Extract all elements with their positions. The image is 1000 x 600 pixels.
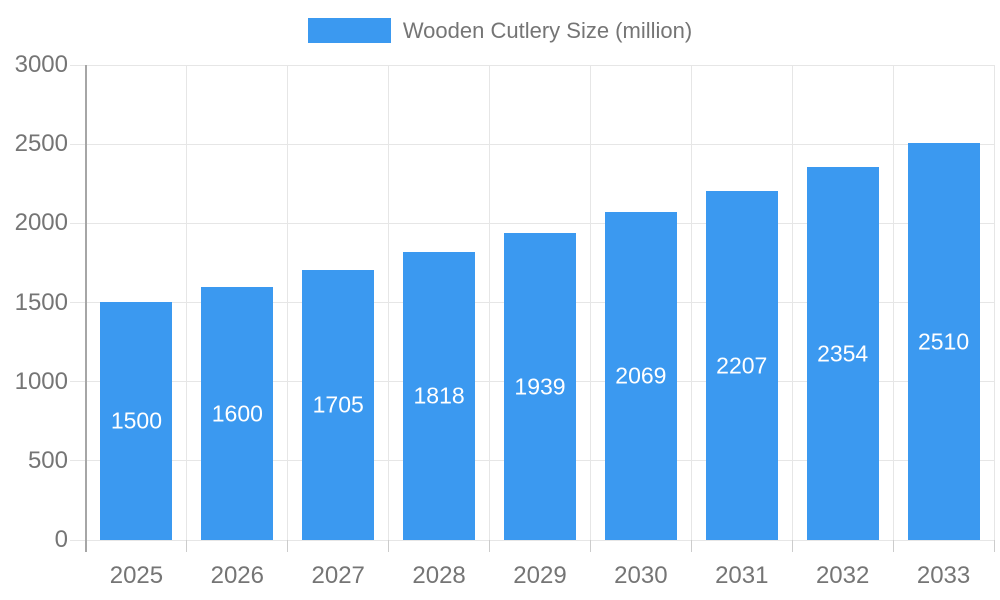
y-axis-tick-label: 3000 <box>14 51 68 78</box>
bar-value-label: 2207 <box>716 352 768 378</box>
x-axis-tick <box>690 540 692 552</box>
x-axis-category-label: 2030 <box>614 562 668 589</box>
y-axis-tick-label: 2000 <box>14 209 68 237</box>
x-gridline <box>388 65 390 540</box>
y-axis-line <box>85 65 87 552</box>
bar[interactable]: 2510 <box>907 143 980 540</box>
x-gridline <box>589 65 591 540</box>
bar[interactable]: 1600 <box>201 287 274 540</box>
bar-value-label: 1500 <box>110 407 163 434</box>
x-gridline <box>791 65 793 540</box>
y-axis-tick-label: 1500 <box>14 288 68 316</box>
x-axis-category-label: 2032 <box>815 562 870 589</box>
bar-value-label: 1600 <box>211 400 263 426</box>
x-axis-tick <box>388 540 390 552</box>
y-gridline <box>70 539 994 541</box>
bar[interactable]: 2069 <box>604 212 677 540</box>
x-gridline <box>186 65 188 540</box>
x-axis-tick <box>186 540 188 552</box>
x-axis-tick <box>791 540 793 552</box>
x-axis-category-label: 2033 <box>916 562 971 589</box>
bar-value-label: 2354 <box>817 340 869 366</box>
x-axis-category-label: 2026 <box>210 562 264 589</box>
x-axis-tick <box>589 540 591 552</box>
x-gridline <box>287 65 289 540</box>
x-axis-category-label: 2025 <box>109 562 164 589</box>
bar-value-label: 2510 <box>917 328 970 354</box>
x-axis-category-label: 2031 <box>715 562 769 589</box>
x-gridline <box>993 65 995 540</box>
bar[interactable]: 2207 <box>705 191 778 540</box>
y-axis-tick-label: 500 <box>27 446 68 474</box>
bar[interactable]: 1939 <box>504 233 576 540</box>
bar-value-label: 1818 <box>413 382 465 409</box>
bar[interactable]: 1500 <box>100 302 173 540</box>
x-axis-category-label: 2027 <box>311 562 365 589</box>
bar-value-label: 1939 <box>514 373 566 399</box>
x-axis-tick <box>993 540 995 552</box>
bar-value-label: 2069 <box>615 362 667 389</box>
x-axis-category-label: 2028 <box>412 562 466 589</box>
bar[interactable]: 1705 <box>302 270 375 540</box>
y-gridline <box>70 64 994 66</box>
x-axis-tick <box>287 540 289 552</box>
legend-swatch <box>307 18 391 43</box>
bar-value-label: 1705 <box>312 391 364 418</box>
legend-label: Wooden Cutlery Size (million) <box>402 18 693 43</box>
x-gridline <box>489 65 491 540</box>
y-gridline <box>70 143 994 145</box>
bar[interactable]: 1818 <box>403 252 476 540</box>
x-axis-tick <box>892 540 894 552</box>
x-gridline <box>690 65 692 540</box>
x-gridline <box>892 65 894 540</box>
x-axis-category-label: 2029 <box>513 562 567 589</box>
y-axis-tick-label: 2500 <box>14 130 68 158</box>
y-gridline <box>70 222 994 224</box>
y-axis-tick-label: 1000 <box>14 367 68 395</box>
x-axis-tick <box>489 540 491 552</box>
y-axis-tick-label: 0 <box>54 526 68 553</box>
bar[interactable]: 2354 <box>806 167 879 540</box>
legend-item[interactable]: Wooden Cutlery Size (million) <box>0 18 1000 43</box>
